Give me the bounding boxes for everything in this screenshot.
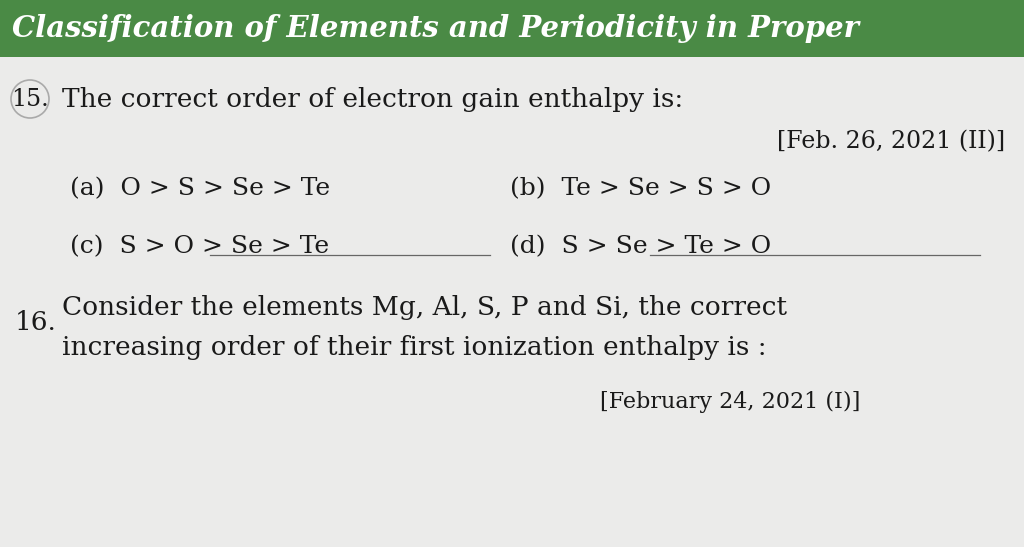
FancyBboxPatch shape	[0, 0, 1024, 57]
Text: (c)  S > O > Se > Te: (c) S > O > Se > Te	[70, 236, 329, 259]
Text: (b)  Te > Se > S > O: (b) Te > Se > S > O	[510, 177, 771, 201]
Text: The correct order of electron gain enthalpy is:: The correct order of electron gain entha…	[62, 86, 683, 112]
Text: (a)  O > S > Se > Te: (a) O > S > Se > Te	[70, 177, 330, 201]
Text: [Feb. 26, 2021 (II)]: [Feb. 26, 2021 (II)]	[777, 131, 1005, 154]
Text: 16.: 16.	[15, 310, 57, 335]
Text: 15.: 15.	[11, 88, 49, 110]
Text: [February 24, 2021 (I)]: [February 24, 2021 (I)]	[600, 391, 860, 413]
Text: Consider the elements Mg, Al, S, P and Si, the correct: Consider the elements Mg, Al, S, P and S…	[62, 294, 787, 319]
Text: Classification of Elements and Periodicity in Proper: Classification of Elements and Periodici…	[12, 14, 859, 43]
Text: increasing order of their first ionization enthalpy is :: increasing order of their first ionizati…	[62, 335, 767, 359]
Text: (d)  S > Se > Te > O: (d) S > Se > Te > O	[510, 236, 771, 259]
